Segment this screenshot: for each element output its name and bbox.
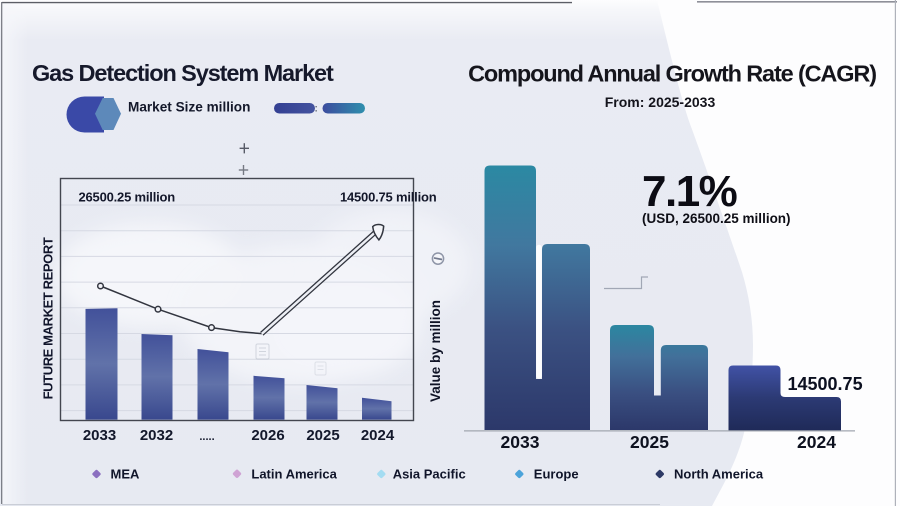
svg-text:Compound Annual Growth Rate (C: Compound Annual Growth Rate (CAGR) — [468, 61, 876, 87]
svg-text:2026: 2026 — [251, 427, 284, 444]
svg-text:2025: 2025 — [630, 432, 669, 452]
svg-text:North America: North America — [674, 466, 764, 481]
svg-text:.....: ..... — [199, 431, 214, 443]
svg-text:14500.75: 14500.75 — [788, 374, 863, 394]
svg-text:2024: 2024 — [797, 432, 836, 452]
svg-text:FUTURE MARKET REPORT: FUTURE MARKET REPORT — [41, 237, 56, 399]
svg-text:2032: 2032 — [140, 427, 173, 444]
svg-text:Market Size million: Market Size million — [128, 100, 250, 115]
svg-text:7.1%: 7.1% — [642, 167, 737, 216]
svg-text:MEA: MEA — [111, 466, 141, 481]
svg-text:Asia Pacific: Asia Pacific — [393, 466, 466, 481]
svg-text:2024: 2024 — [361, 427, 395, 444]
svg-text:14500.75 million: 14500.75 million — [340, 190, 437, 205]
svg-text:From: 2025-2033: From: 2025-2033 — [605, 94, 716, 110]
svg-text:Latin America: Latin America — [251, 466, 337, 481]
svg-text:2025: 2025 — [306, 427, 339, 444]
svg-text:(USD, 26500.25 million): (USD, 26500.25 million) — [642, 211, 791, 226]
svg-text:Gas Detection System Market: Gas Detection System Market — [32, 60, 334, 86]
svg-text:26500.25 million: 26500.25 million — [79, 190, 176, 205]
svg-text:2033: 2033 — [83, 427, 116, 444]
svg-text:Value by million: Value by million — [428, 300, 443, 402]
svg-text::: : — [315, 104, 318, 115]
svg-text:2033: 2033 — [501, 432, 540, 452]
svg-text:Europe: Europe — [534, 466, 579, 481]
